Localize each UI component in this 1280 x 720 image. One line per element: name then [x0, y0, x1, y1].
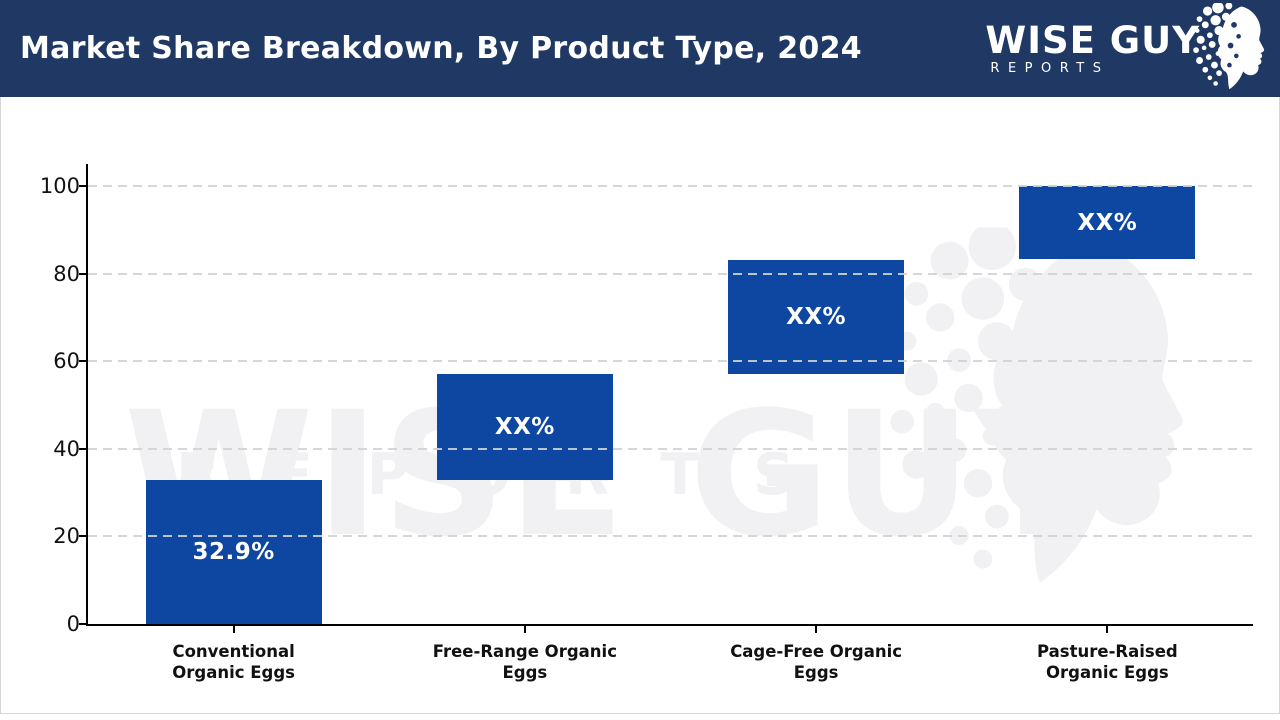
- y-axis-spine: [86, 164, 88, 626]
- y-axis-tick: [79, 535, 86, 538]
- x-axis-tick: [523, 626, 526, 633]
- y-axis-tick: [79, 184, 86, 187]
- gridline: [88, 184, 1253, 187]
- x-category-label: Free-Range Organic Eggs: [432, 642, 617, 683]
- bar: XX%: [436, 374, 613, 480]
- gridline: [88, 272, 1253, 275]
- bar: XX%: [1019, 185, 1196, 260]
- y-tick-label: 60: [53, 349, 80, 374]
- header: Market Share Breakdown, By Product Type,…: [0, 0, 1280, 97]
- x-category-label: Cage-Free Organic Eggs: [730, 642, 903, 683]
- bar-value-label: 32.9%: [192, 538, 275, 565]
- plot-area: 0 20 40 60 80 100 32.9% Conventional Organic Eg…: [40, 164, 1253, 682]
- y-tick-label: 100: [39, 173, 80, 198]
- y-tick-label: 0: [66, 612, 80, 636]
- bar: 32.9%: [145, 479, 322, 624]
- y-tick-label: 40: [53, 436, 80, 461]
- logo-reports-label: REPORTS: [990, 61, 1110, 76]
- x-category-label: Pasture-Raised Organic Eggs: [1037, 642, 1178, 683]
- y-tick-label: 20: [53, 524, 80, 549]
- x-axis-spine: [86, 624, 1253, 626]
- x-axis-tick: [815, 626, 818, 633]
- gridline: [88, 447, 1253, 450]
- y-axis-tick: [79, 447, 86, 450]
- logo: WISE GUY REPORTS: [985, 3, 1274, 95]
- gridline: [88, 360, 1253, 363]
- page-title: Market Share Breakdown, By Product Type,…: [20, 31, 862, 66]
- y-axis-tick: [79, 360, 86, 363]
- bar-value-label: XX%: [786, 303, 847, 330]
- bar: XX%: [728, 259, 905, 375]
- y-axis-tick: [79, 623, 86, 625]
- y-tick-label: 80: [53, 261, 80, 286]
- logo-text: WISE GUY REPORTS: [985, 22, 1200, 75]
- x-category-label: Conventional Organic Eggs: [172, 642, 295, 683]
- x-axis-tick: [232, 626, 235, 633]
- x-axis-tick: [1106, 626, 1109, 633]
- logo-wordmark: WISE GUY: [985, 19, 1200, 62]
- chart-area: WISE GUY REPORTS 02040608010032.9%Conven…: [0, 97, 1280, 720]
- gridline: [88, 535, 1253, 538]
- bar-value-label: XX%: [494, 414, 555, 441]
- bar-value-label: XX%: [1077, 209, 1138, 236]
- wiseguy-head-icon: [1186, 3, 1274, 95]
- y-axis-tick: [79, 272, 86, 275]
